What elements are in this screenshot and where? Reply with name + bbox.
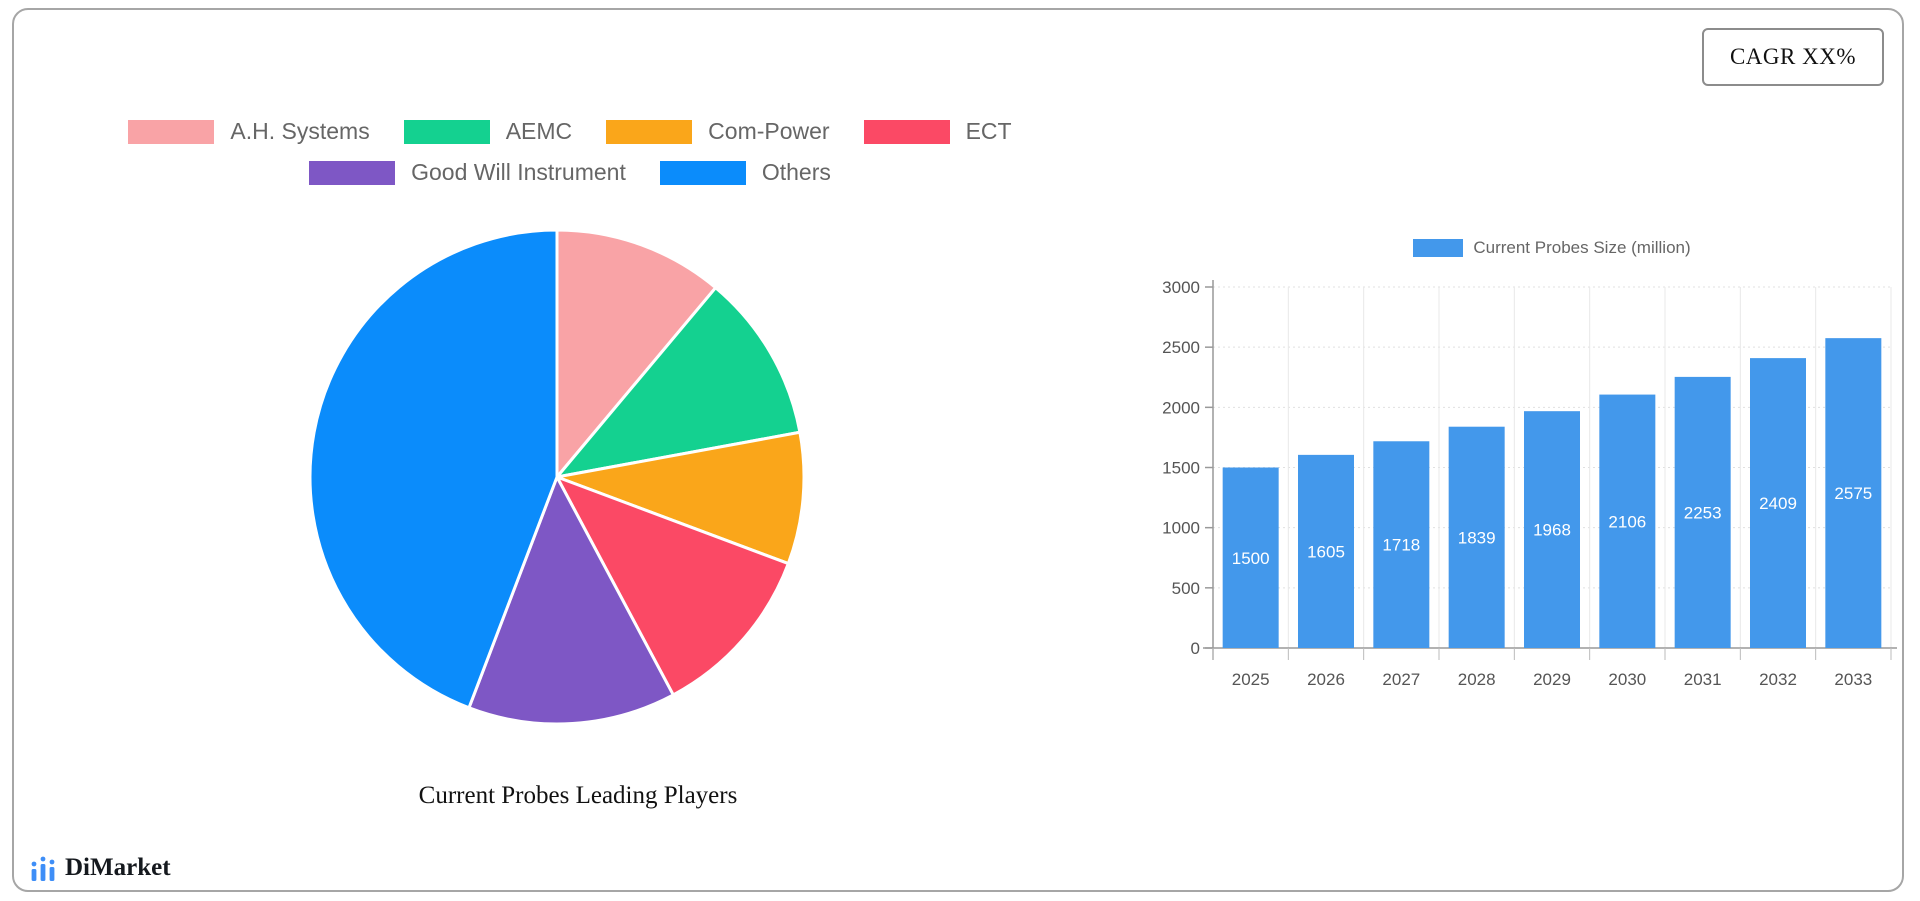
bar-2025 bbox=[1222, 467, 1279, 648]
x-category-label: 2026 bbox=[1307, 670, 1345, 689]
x-category-label: 2027 bbox=[1382, 670, 1420, 689]
bar-2026 bbox=[1298, 454, 1354, 648]
x-category-label: 2033 bbox=[1834, 670, 1872, 689]
pie-slice-aemc bbox=[555, 286, 802, 479]
legend-item: Others bbox=[659, 159, 831, 186]
y-tick-label: 1000 bbox=[1162, 519, 1200, 538]
legend-item: Good Will Instrument bbox=[309, 159, 626, 186]
bar-2033 bbox=[1825, 338, 1882, 648]
bar-value-label: 2575 bbox=[1834, 484, 1872, 503]
bar-2029 bbox=[1524, 411, 1580, 648]
legend-swatch bbox=[128, 119, 215, 144]
legend-item: ECT bbox=[863, 118, 1012, 145]
x-category-label: 2031 bbox=[1684, 670, 1722, 689]
y-tick-label: 3000 bbox=[1162, 278, 1200, 297]
x-category-label: 2025 bbox=[1232, 670, 1270, 689]
pie-legend: A.H. Systems AEMC Com-Power ECT Good Will In… bbox=[40, 118, 1100, 186]
cagr-label: CAGR XX% bbox=[1729, 44, 1856, 69]
bar-2032 bbox=[1750, 358, 1806, 648]
y-tick-label: 500 bbox=[1172, 579, 1200, 598]
bar-value-label: 1839 bbox=[1458, 528, 1496, 547]
pie-chart bbox=[308, 228, 806, 726]
legend-swatch bbox=[863, 119, 950, 144]
pie-legend-row: Good Will Instrument Others bbox=[309, 159, 831, 186]
legend-label: Others bbox=[761, 159, 831, 185]
bar-chart-section: Current Probes Size (million) 0 500 1000 15… bbox=[1150, 230, 1910, 700]
bar-value-label: 1968 bbox=[1533, 521, 1571, 540]
legend-item: Com-Power bbox=[606, 118, 830, 145]
pie-slice-a-h-systems bbox=[555, 228, 718, 479]
y-tick-label: 0 bbox=[1191, 639, 1200, 658]
bar-legend-swatch bbox=[1413, 239, 1464, 257]
x-category-label: 2028 bbox=[1458, 670, 1496, 689]
legend-label: Good Will Instrument bbox=[411, 159, 626, 185]
legend-item: A.H. Systems bbox=[128, 118, 370, 145]
bar-2031 bbox=[1674, 376, 1731, 648]
cagr-badge: CAGR XX% bbox=[1701, 28, 1884, 86]
pie-slice-ect bbox=[555, 475, 790, 697]
bar-value-label: 2106 bbox=[1608, 512, 1646, 531]
bar-legend: Current Probes Size (million) bbox=[1213, 238, 1891, 258]
legend-label: A.H. Systems bbox=[230, 118, 370, 144]
bar-chart: 0 500 1000 1500 2000 2500 3000 1500 2025 1605 2026… bbox=[1162, 278, 1897, 689]
legend-item: AEMC bbox=[403, 118, 573, 145]
y-tick-label: 2500 bbox=[1162, 338, 1200, 357]
legend-swatch bbox=[403, 119, 490, 144]
legend-swatch bbox=[659, 160, 746, 185]
legend-label: AEMC bbox=[505, 118, 573, 144]
legend-label: ECT bbox=[965, 118, 1012, 144]
x-category-label: 2030 bbox=[1608, 670, 1646, 689]
legend-swatch bbox=[606, 119, 693, 144]
bar-2027 bbox=[1373, 441, 1430, 648]
bar-2028 bbox=[1448, 426, 1505, 648]
bar-value-label: 2253 bbox=[1684, 503, 1722, 522]
bar-value-label: 1500 bbox=[1232, 549, 1270, 568]
y-tick-label: 2000 bbox=[1162, 398, 1200, 417]
bar-legend-label: Current Probes Size (million) bbox=[1473, 238, 1691, 257]
pie-slice-others bbox=[308, 228, 559, 710]
x-category-label: 2032 bbox=[1759, 670, 1797, 689]
legend-label: Com-Power bbox=[708, 118, 830, 144]
y-tick-label: 1500 bbox=[1162, 459, 1200, 478]
pie-slice-com-power bbox=[555, 430, 806, 566]
brand-name: DiMarket bbox=[65, 854, 171, 881]
bar-2030 bbox=[1599, 394, 1656, 648]
bar-value-label: 1605 bbox=[1307, 542, 1345, 561]
pie-legend-row: A.H. Systems AEMC Com-Power ECT bbox=[128, 118, 1012, 145]
bar-value-label: 1718 bbox=[1382, 536, 1420, 555]
x-category-label: 2029 bbox=[1533, 670, 1571, 689]
brand-logo: DiMarket bbox=[28, 853, 171, 883]
bar-chart-logo-icon bbox=[31, 856, 55, 881]
pie-chart-title: Current Probes Leading Players bbox=[418, 782, 738, 809]
bar-value-label: 2409 bbox=[1759, 494, 1797, 513]
pie-slice-good-will-instrument bbox=[467, 475, 675, 726]
pie-chart-section: A.H. Systems AEMC Com-Power ECT Good Will In… bbox=[40, 118, 1100, 809]
legend-swatch bbox=[309, 160, 396, 185]
